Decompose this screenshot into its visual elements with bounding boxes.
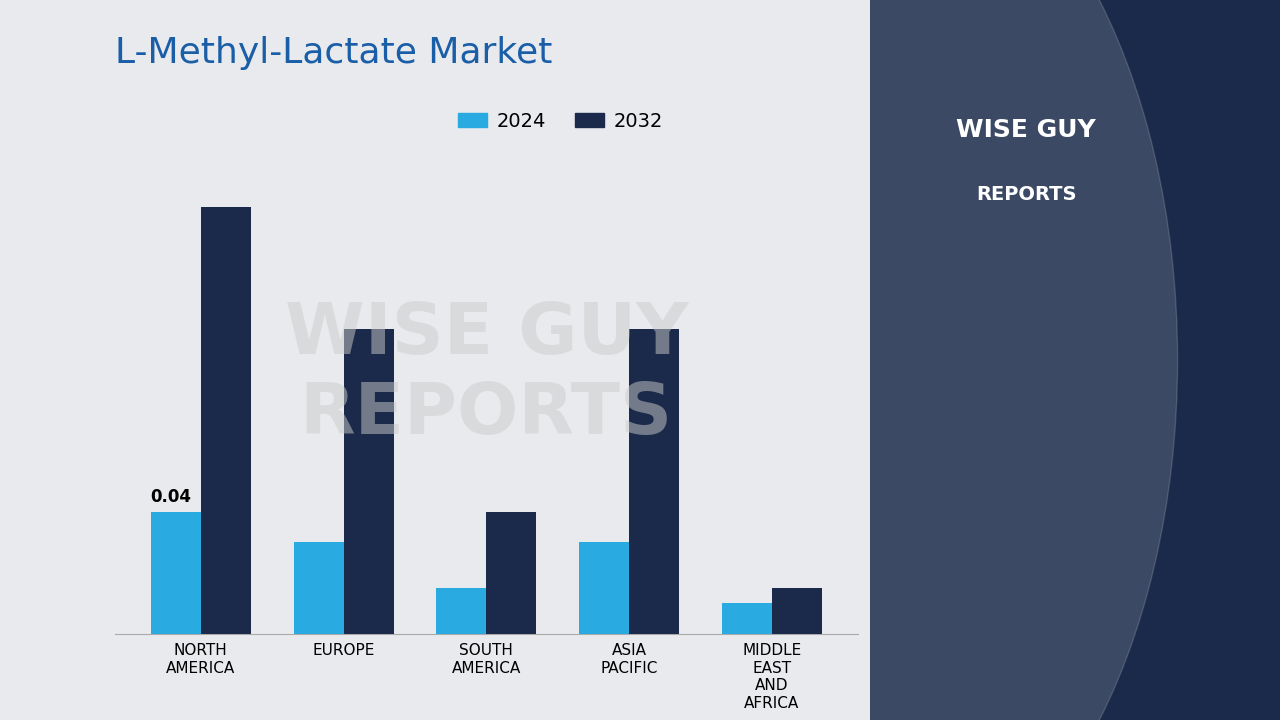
Bar: [580, 542, 630, 634]
Text: L-Methyl-Lactate Market: L-Methyl-Lactate Market: [115, 36, 553, 70]
Circle shape: [563, 0, 1178, 720]
Bar: [630, 328, 680, 634]
Bar: [293, 542, 343, 634]
Bar: [436, 588, 486, 634]
Legend: 2024, 2032: 2024, 2032: [451, 104, 671, 139]
Text: WISE GUY: WISE GUY: [956, 117, 1096, 142]
Bar: [772, 588, 822, 634]
Bar: [201, 207, 251, 634]
Text: 0.04: 0.04: [150, 487, 191, 505]
Bar: [151, 512, 201, 634]
Text: WISE GUY
REPORTS: WISE GUY REPORTS: [284, 300, 689, 449]
Bar: [486, 512, 536, 634]
Bar: [343, 328, 394, 634]
Bar: [722, 603, 772, 634]
Text: REPORTS: REPORTS: [975, 185, 1076, 204]
